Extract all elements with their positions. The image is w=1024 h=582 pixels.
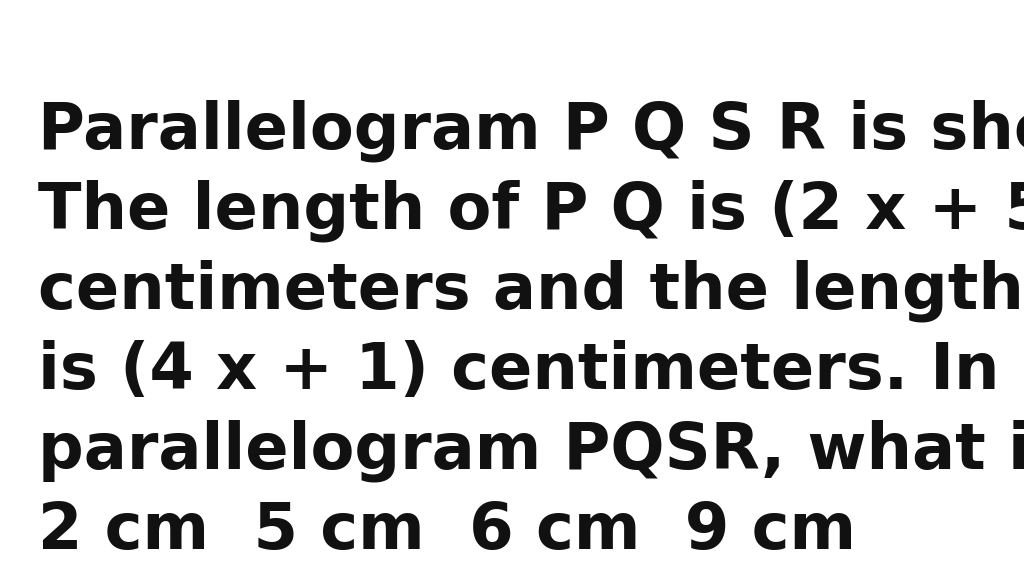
Text: is (4 x + 1) centimeters. In: is (4 x + 1) centimeters. In (38, 340, 999, 402)
Text: 2 cm  5 cm  6 cm  9 cm: 2 cm 5 cm 6 cm 9 cm (38, 500, 856, 562)
Text: The length of P Q is (2 x + 5): The length of P Q is (2 x + 5) (38, 180, 1024, 243)
Text: Parallelogram P Q S R is shown.: Parallelogram P Q S R is shown. (38, 100, 1024, 162)
Text: parallelogram PQSR, what is PQ?: parallelogram PQSR, what is PQ? (38, 420, 1024, 482)
Text: centimeters and the length of R S: centimeters and the length of R S (38, 260, 1024, 322)
